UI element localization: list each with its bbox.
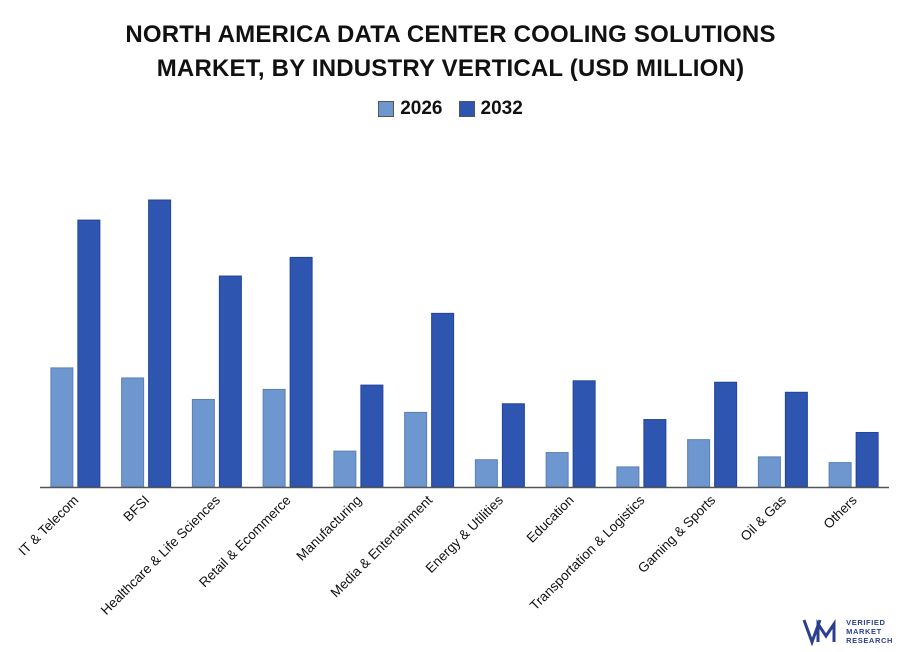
x-tick-label: Gaming & Sports [635,492,718,575]
x-tick-label: IT & Telecom [16,493,82,559]
bar-2026-5 [404,411,428,488]
bar-2026-6 [474,459,498,488]
legend-swatch-2026 [378,101,395,117]
x-tick-label: Transportation & Logistics [527,492,648,613]
bar-2026-1 [121,377,145,488]
vmr-logo: VERIFIED MARKET RESEARCH [802,616,893,646]
bar-2032-2 [218,275,242,488]
vmr-logo-text: VERIFIED MARKET RESEARCH [846,618,893,645]
bar-2032-11 [855,431,879,488]
vmr-logo-line2: MARKET [846,626,882,636]
x-tick-label: Education [524,493,577,546]
x-tick-label: BFSI [120,493,152,525]
bar-2032-0 [77,219,101,488]
vmr-logo-line3: RESEARCH [846,635,893,645]
legend-label-2026: 2026 [400,98,443,119]
bar-2032-9 [714,381,738,488]
vmr-logo-icon [802,619,836,646]
x-tick-label: Healthcare & Life Sciences [98,492,223,617]
legend-label-2032: 2032 [480,98,523,119]
chart-title: NORTH AMERICA DATA CENTER COOLING SOLUTI… [0,18,901,86]
chart-title-line1: NORTH AMERICA DATA CENTER COOLING SOLUTI… [125,21,776,48]
bar-2032-4 [360,384,384,488]
x-tick-label: Energy & Utilities [423,492,506,575]
bar-2026-3 [262,388,286,488]
x-tick-label: Oil & Gas [738,492,790,544]
bar-2032-8 [643,419,667,488]
bar-2026-7 [545,452,569,488]
legend-item-2032: 2032 [458,98,523,120]
bar-2026-11 [828,462,852,488]
bar-2026-9 [687,439,711,488]
bar-2032-10 [784,391,808,488]
x-tick-label: Others [820,492,859,531]
vmr-logo-line1: VERIFIED [846,617,886,627]
legend-swatch-2032 [458,101,475,117]
chart-legend: 2026 2032 [0,98,901,120]
bar-2032-5 [431,312,455,488]
bar-2032-1 [148,199,172,488]
x-tick-label: Manufacturing [293,493,364,564]
bar-2026-0 [50,367,74,488]
chart-title-line2: MARKET, BY INDUSTRY VERTICAL (USD MILLIO… [156,55,745,82]
legend-item-2026: 2026 [378,98,443,120]
bar-2026-10 [757,456,781,488]
bar-2032-7 [572,380,596,488]
bar-2026-4 [333,450,357,488]
bar-2026-8 [616,466,640,488]
bar-2032-6 [501,403,525,488]
bar-2026-2 [191,398,215,488]
bar-2032-3 [289,256,313,488]
